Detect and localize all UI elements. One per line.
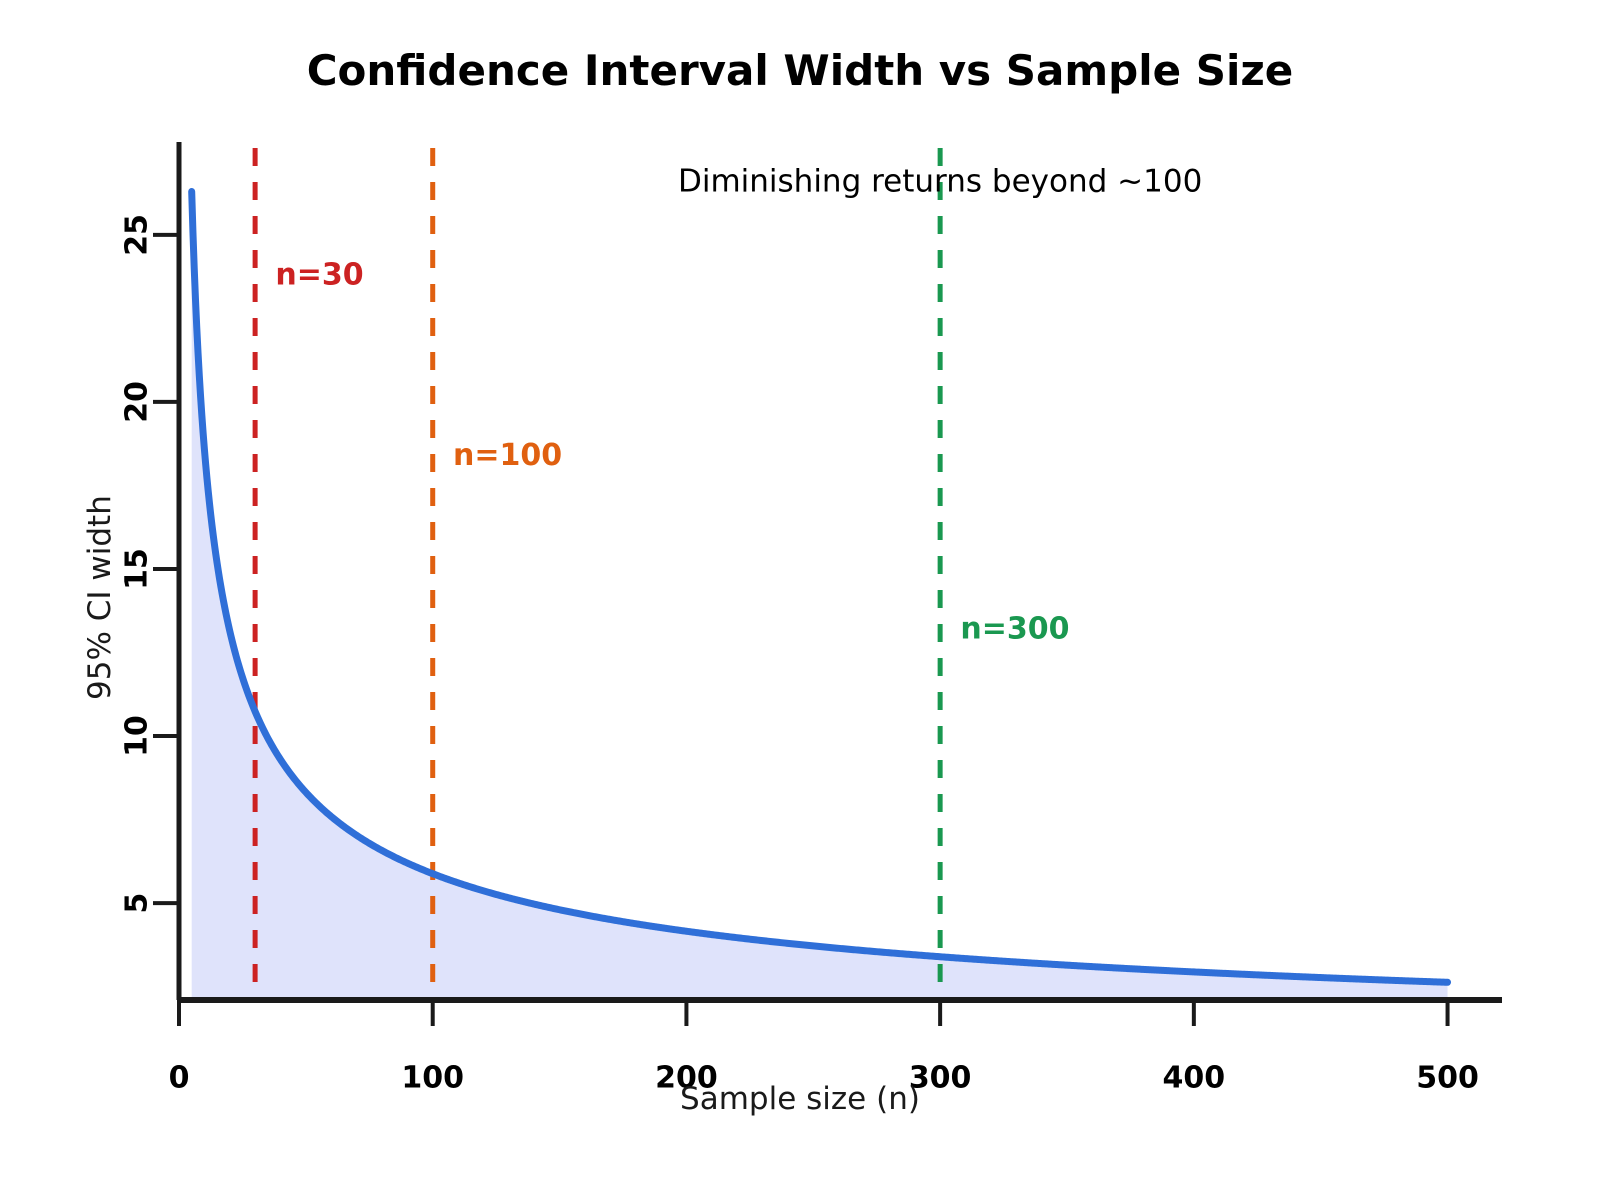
axes-layer <box>176 142 1502 1003</box>
x-tick-label: 0 <box>169 1061 190 1096</box>
vertical-reference-lines <box>252 148 943 1000</box>
y-tick-label: 5 <box>120 893 155 914</box>
vline-label-n30: n=30 <box>275 257 363 292</box>
x-tick-label: 200 <box>655 1061 718 1096</box>
ci-width-line <box>188 188 1452 986</box>
vertical-line-labels: n=30 n=100 n=300 <box>275 257 1069 646</box>
y-axis-ticks: 5 10 15 20 25 <box>120 214 179 914</box>
area-fill-layer <box>191 191 1448 1000</box>
x-tick-label: 300 <box>909 1061 972 1096</box>
y-tick-label: 20 <box>120 381 155 423</box>
y-tick-label: 25 <box>120 214 155 256</box>
chart-annotations: Diminishing returns beyond ~100 <box>678 163 1202 199</box>
x-tick-label: 100 <box>401 1061 464 1096</box>
vline-label-n300: n=300 <box>960 612 1069 647</box>
ci-width-curve-layer <box>188 188 1452 986</box>
y-tick-label: 15 <box>120 548 155 590</box>
vline-label-n100: n=100 <box>453 438 562 473</box>
x-tick-label: 400 <box>1163 1061 1226 1096</box>
ci-width-area-fill <box>191 191 1448 1000</box>
x-axis-title: Sample size (n) <box>680 1081 920 1117</box>
x-tick-label: 500 <box>1416 1061 1479 1096</box>
x-axis-ticks: 0 100 200 300 400 500 <box>169 1000 1479 1096</box>
page-title: Confidence Interval Width vs Sample Size <box>306 46 1294 95</box>
annotation-diminishing-returns: Diminishing returns beyond ~100 <box>678 163 1202 199</box>
y-axis-title: 95% CI width <box>82 495 118 700</box>
y-tick-label: 10 <box>120 715 155 757</box>
